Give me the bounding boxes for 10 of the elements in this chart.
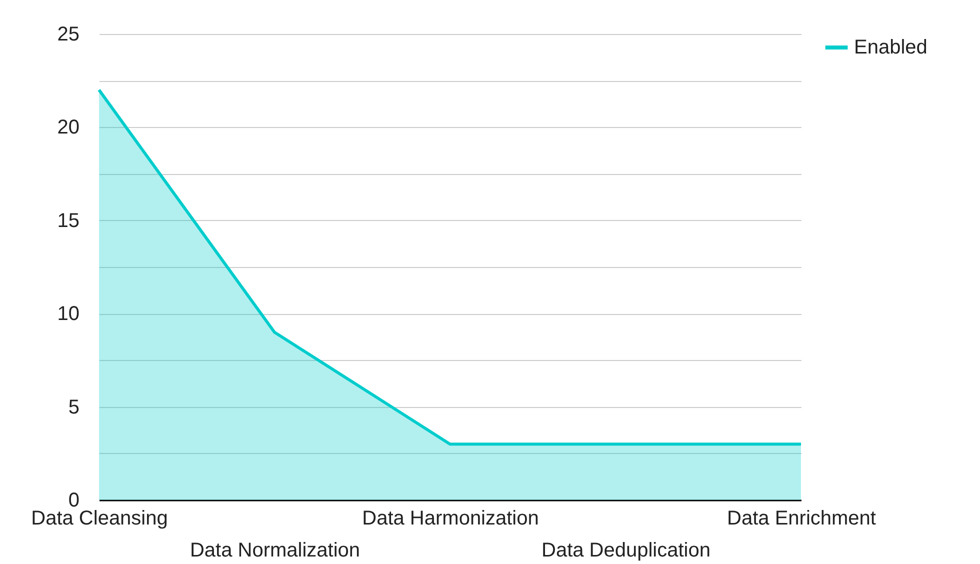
x-tick-label: Data Enrichment <box>727 508 876 530</box>
y-tick-label: 20 <box>57 116 80 139</box>
x-tick-label: Data Normalization <box>190 540 360 562</box>
y-tick-label: 5 <box>68 396 80 418</box>
y-tick-label: 15 <box>57 210 80 232</box>
x-tick-label: Data Deduplication <box>542 540 710 562</box>
legend-label: Enabled <box>854 36 928 58</box>
x-tick-label: Data Harmonization <box>362 508 539 530</box>
y-tick-label: 10 <box>57 303 80 326</box>
y-tick-label: 25 <box>57 24 80 46</box>
